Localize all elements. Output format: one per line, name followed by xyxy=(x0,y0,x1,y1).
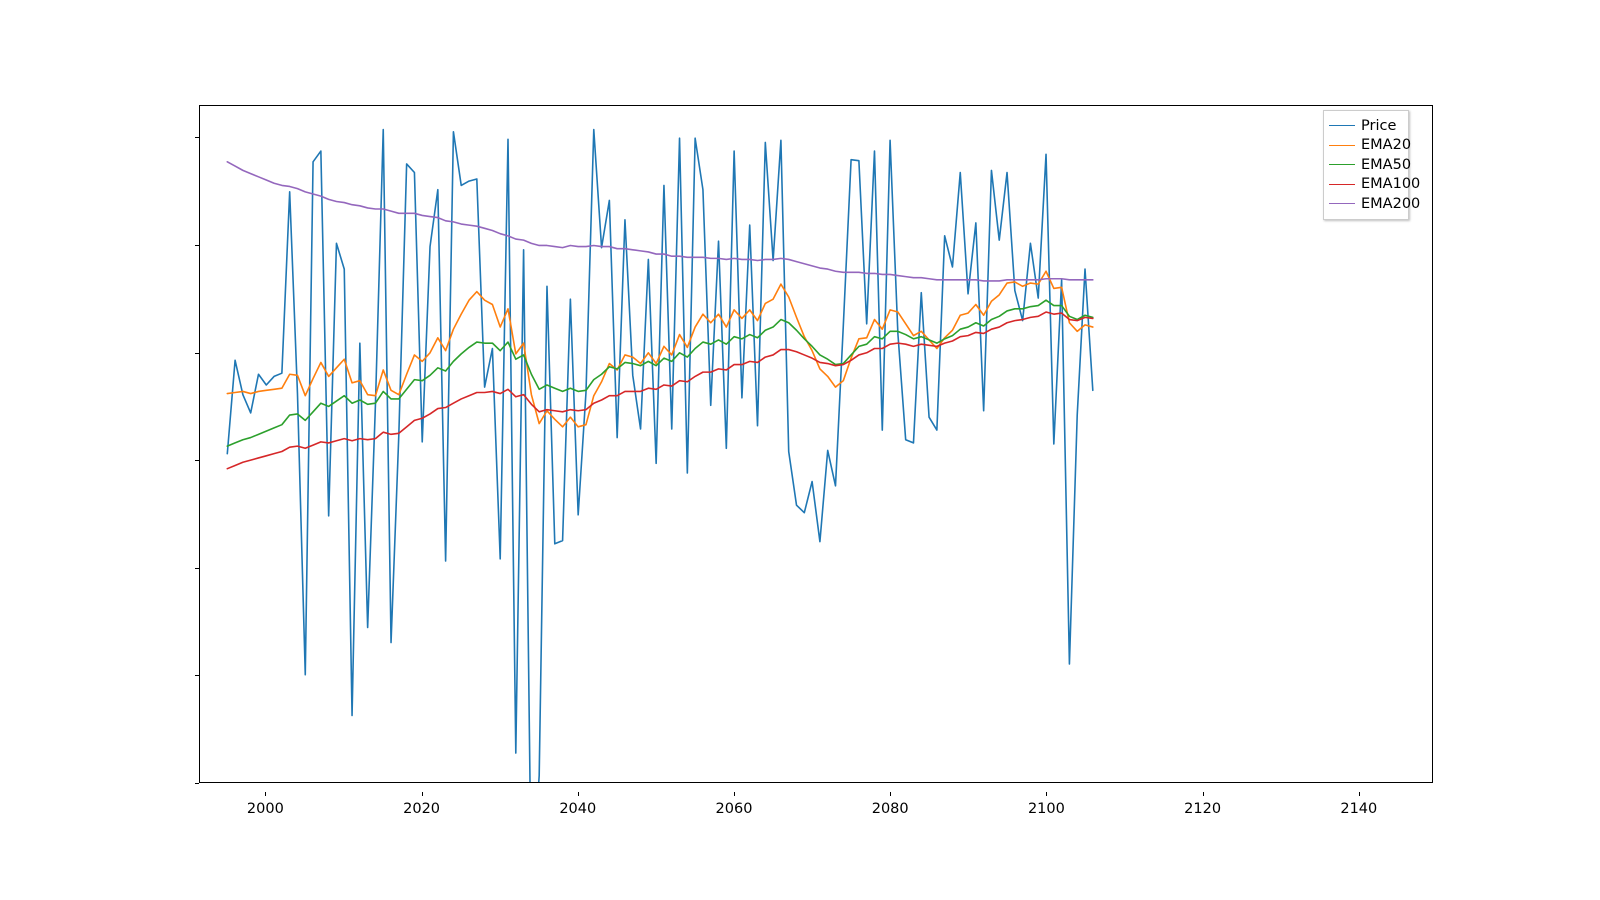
series-line-ema50 xyxy=(227,300,1093,446)
x-tick-mark xyxy=(265,792,267,796)
plot-area xyxy=(199,105,1433,783)
legend-label: Price xyxy=(1361,117,1397,134)
legend-item-ema100[interactable]: EMA100 xyxy=(1329,175,1420,195)
x-tick-label: 2140 xyxy=(1340,801,1378,817)
legend-item-ema20[interactable]: EMA20 xyxy=(1329,136,1411,156)
y-tick-mark xyxy=(195,567,199,569)
legend-label: EMA50 xyxy=(1361,156,1412,173)
legend-swatch-price xyxy=(1329,125,1355,127)
y-tick-mark xyxy=(195,244,199,246)
x-tick-mark xyxy=(1046,792,1048,796)
series-line-price xyxy=(227,130,1093,782)
legend-label: EMA200 xyxy=(1361,195,1421,212)
y-tick-mark xyxy=(195,460,199,462)
x-tick-mark xyxy=(577,792,579,796)
legend-label: EMA20 xyxy=(1361,137,1412,153)
y-axis-tick-labels: 0.0007050.0007100.0007150.0007200.000725… xyxy=(0,0,199,900)
x-axis-tick-labels: 2000 2020 2040 2060 2080 2100 2120 2140 xyxy=(0,792,1600,822)
y-tick-mark xyxy=(195,137,199,139)
x-tick-mark xyxy=(890,792,892,796)
legend-swatch-ema100 xyxy=(1329,183,1355,185)
legend-label: EMA100 xyxy=(1361,176,1421,192)
legend-item-ema200[interactable]: EMA200 xyxy=(1329,194,1420,214)
x-tick-mark xyxy=(1202,792,1204,796)
y-tick-mark xyxy=(195,783,199,784)
x-tick-label: 2000 xyxy=(246,801,284,817)
x-tick-mark xyxy=(1358,792,1360,796)
chart-legend: Price EMA20 EMA50 EMA100 EMA200 xyxy=(1323,110,1420,220)
x-tick-label: 2120 xyxy=(1184,801,1222,817)
plot-lines xyxy=(200,106,1432,782)
series-line-ema20 xyxy=(227,271,1093,427)
x-tick-label: 2080 xyxy=(871,801,909,817)
legend-item-price[interactable]: Price xyxy=(1329,116,1402,136)
legend-swatch-ema20 xyxy=(1329,144,1355,146)
x-tick-label: 2020 xyxy=(403,801,441,817)
series-line-ema100 xyxy=(227,312,1093,469)
legend-swatch-ema50 xyxy=(1329,164,1355,166)
series-line-ema200 xyxy=(227,162,1093,281)
x-tick-label: 2040 xyxy=(559,801,597,817)
x-tick-mark xyxy=(733,792,735,796)
x-tick-label: 2060 xyxy=(715,801,753,817)
y-tick-mark xyxy=(195,675,199,677)
legend-swatch-ema200 xyxy=(1329,203,1355,205)
x-tick-mark xyxy=(421,792,423,796)
y-tick-mark xyxy=(195,352,199,354)
legend-item-ema50[interactable]: EMA50 xyxy=(1329,155,1411,175)
x-tick-label: 2100 xyxy=(1027,801,1065,817)
